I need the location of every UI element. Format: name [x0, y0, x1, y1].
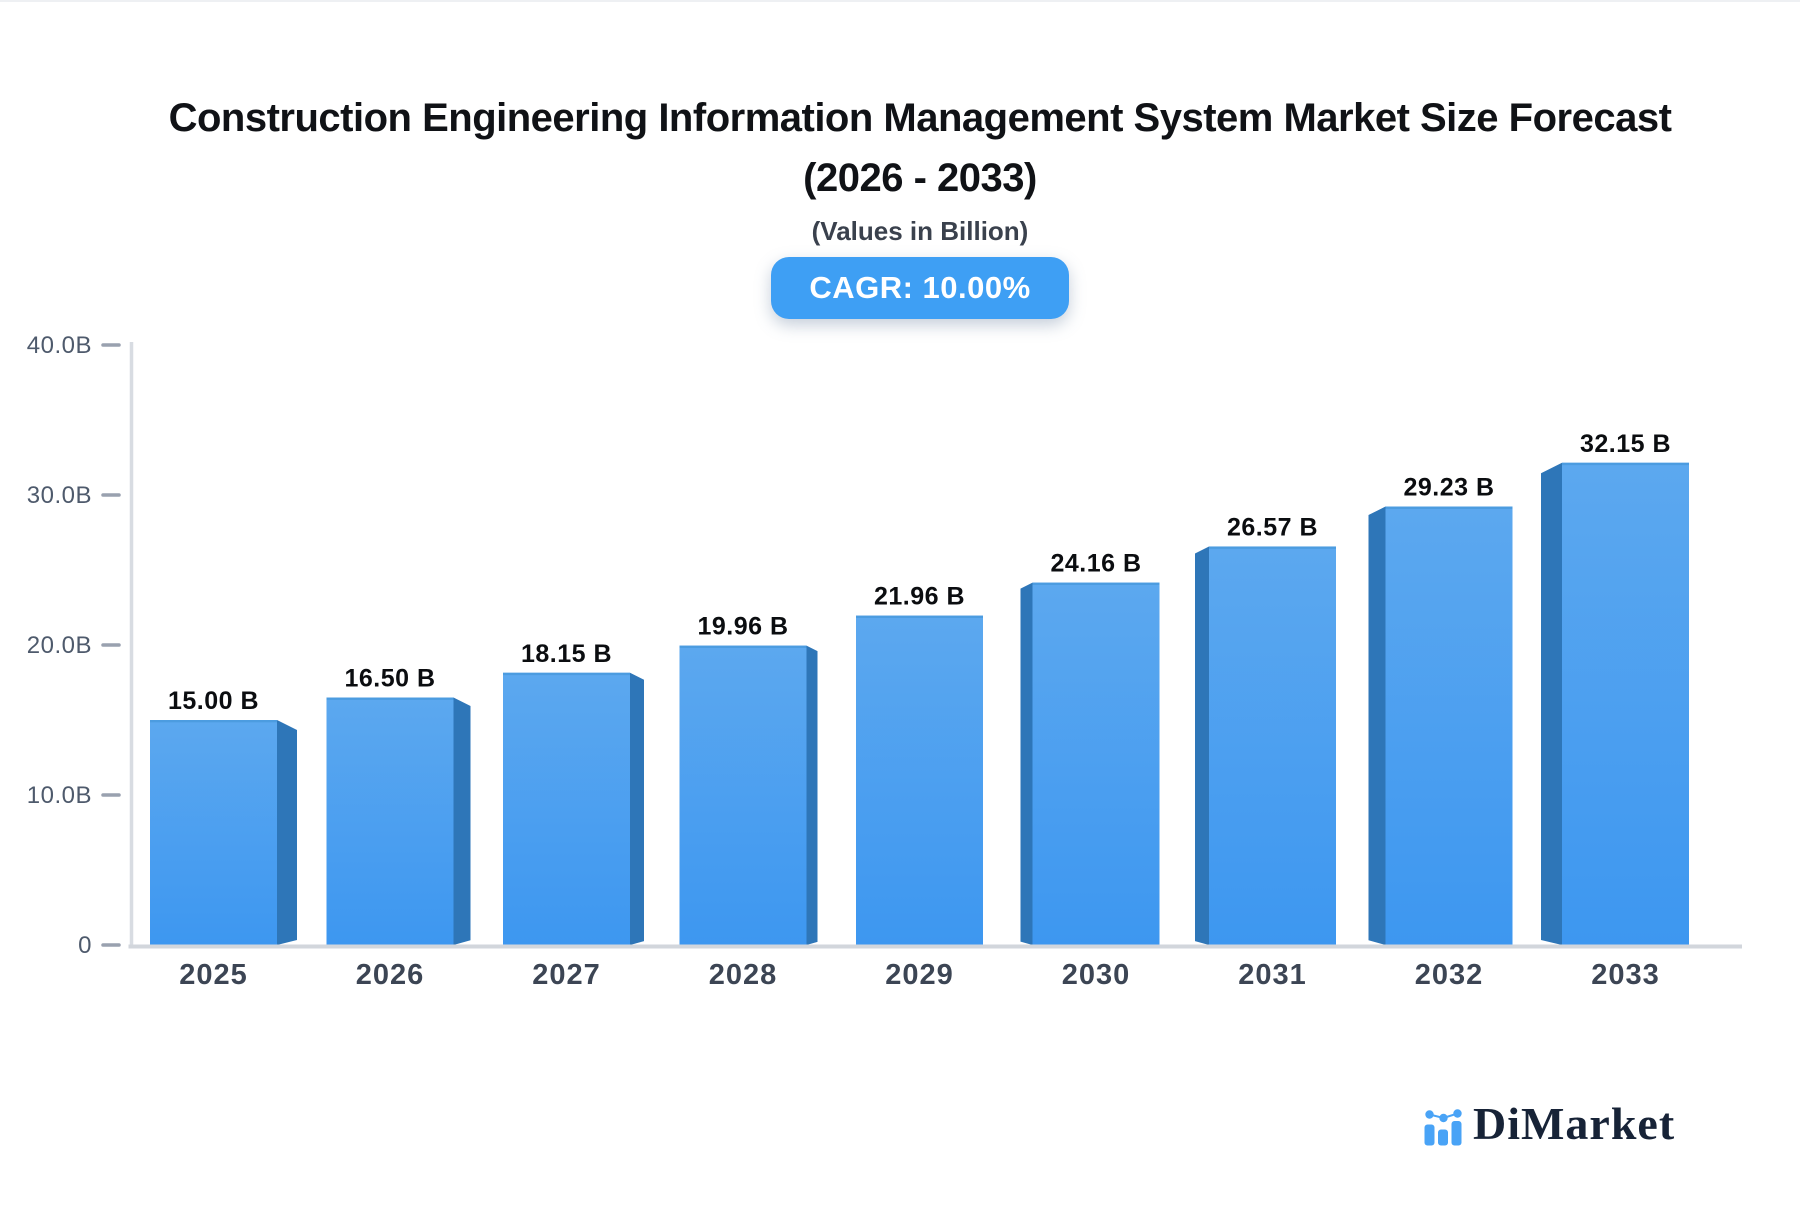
bar-front-face	[326, 697, 454, 945]
bar-value-label: 21.96 B	[874, 583, 965, 611]
bar-front-face	[1032, 582, 1160, 945]
y-tick-label: 10.0B	[27, 782, 92, 809]
x-axis-label-2027: 2027	[532, 959, 601, 991]
x-axis-label-2026: 2026	[356, 959, 425, 991]
chart-subtitle: (Values in Billion)	[811, 216, 1029, 246]
dimarket-logo: DiMarket	[1424, 1098, 1676, 1149]
bar-2030[interactable]: 24.16 B 2030	[1020, 550, 1160, 991]
bar-front-face	[679, 645, 807, 945]
bar-front-face	[150, 720, 277, 945]
chart-title-line1: Construction Engineering Information Man…	[168, 96, 1672, 140]
y-tick-20.0B: 20.0B	[27, 632, 121, 659]
bar-value-label: 18.15 B	[521, 640, 612, 668]
bar-front-face	[1385, 506, 1513, 945]
bar-side-face	[1020, 582, 1033, 945]
bar-value-label: 32.15 B	[1580, 430, 1671, 458]
bar-2029[interactable]: 21.96 B 2029	[856, 583, 983, 991]
bar-front-face	[1562, 462, 1689, 945]
cagr-badge: CAGR: 10.00%	[771, 257, 1069, 319]
x-axis-label-2033: 2033	[1591, 959, 1660, 991]
bar-value-label: 15.00 B	[168, 687, 259, 715]
y-tick-label: 30.0B	[27, 482, 92, 509]
bar-2025[interactable]: 15.00 B 2025	[150, 687, 297, 991]
dimarket-logo-icon	[1424, 1109, 1462, 1146]
bar-value-label: 24.16 B	[1050, 550, 1141, 578]
y-tick-0: 0	[78, 932, 121, 959]
bar-2027[interactable]: 18.15 B 2027	[503, 640, 644, 991]
bar-side-face	[1195, 546, 1209, 945]
y-tick-30.0B: 30.0B	[27, 482, 121, 509]
bar-front-face	[856, 615, 983, 945]
bar-side-face	[1368, 506, 1386, 945]
bar-side-face	[630, 672, 644, 945]
bar-side-face	[1541, 462, 1562, 945]
bar-2032[interactable]: 29.23 B 2032	[1368, 474, 1513, 991]
x-axis-label-2032: 2032	[1415, 959, 1484, 991]
y-tick-label: 0	[78, 932, 92, 959]
bar-2033[interactable]: 32.15 B 2033	[1541, 430, 1689, 991]
chart-title-line2: (2026 - 2033)	[803, 156, 1037, 200]
bar-front-face	[503, 672, 630, 945]
x-axis-label-2028: 2028	[709, 959, 778, 991]
bar-2028[interactable]: 19.96 B 2028	[679, 613, 818, 991]
y-tick-10.0B: 10.0B	[27, 782, 121, 809]
y-tick-label: 20.0B	[27, 632, 92, 659]
dimarket-logo-text: DiMarket	[1473, 1098, 1676, 1149]
x-axis-label-2030: 2030	[1062, 959, 1131, 991]
y-tick-label: 40.0B	[27, 332, 92, 359]
x-axis-label-2031: 2031	[1238, 959, 1307, 991]
bar-value-label: 29.23 B	[1403, 474, 1494, 502]
bar-2031[interactable]: 26.57 B 2031	[1195, 513, 1336, 991]
y-tick-40.0B: 40.0B	[27, 332, 121, 359]
x-axis-label-2025: 2025	[179, 959, 248, 991]
bar-value-label: 19.96 B	[697, 613, 788, 641]
bar-value-label: 26.57 B	[1227, 513, 1318, 541]
bar-front-face	[1209, 546, 1336, 945]
x-axis-label-2029: 2029	[885, 959, 954, 991]
bar-2026[interactable]: 16.50 B 2026	[326, 665, 471, 992]
chart-header: Construction Engineering Information Man…	[40, 88, 1800, 319]
bar-side-face	[453, 697, 471, 945]
bar-side-face	[277, 720, 297, 945]
bar-value-label: 16.50 B	[344, 665, 435, 693]
bar-side-face	[806, 645, 818, 945]
